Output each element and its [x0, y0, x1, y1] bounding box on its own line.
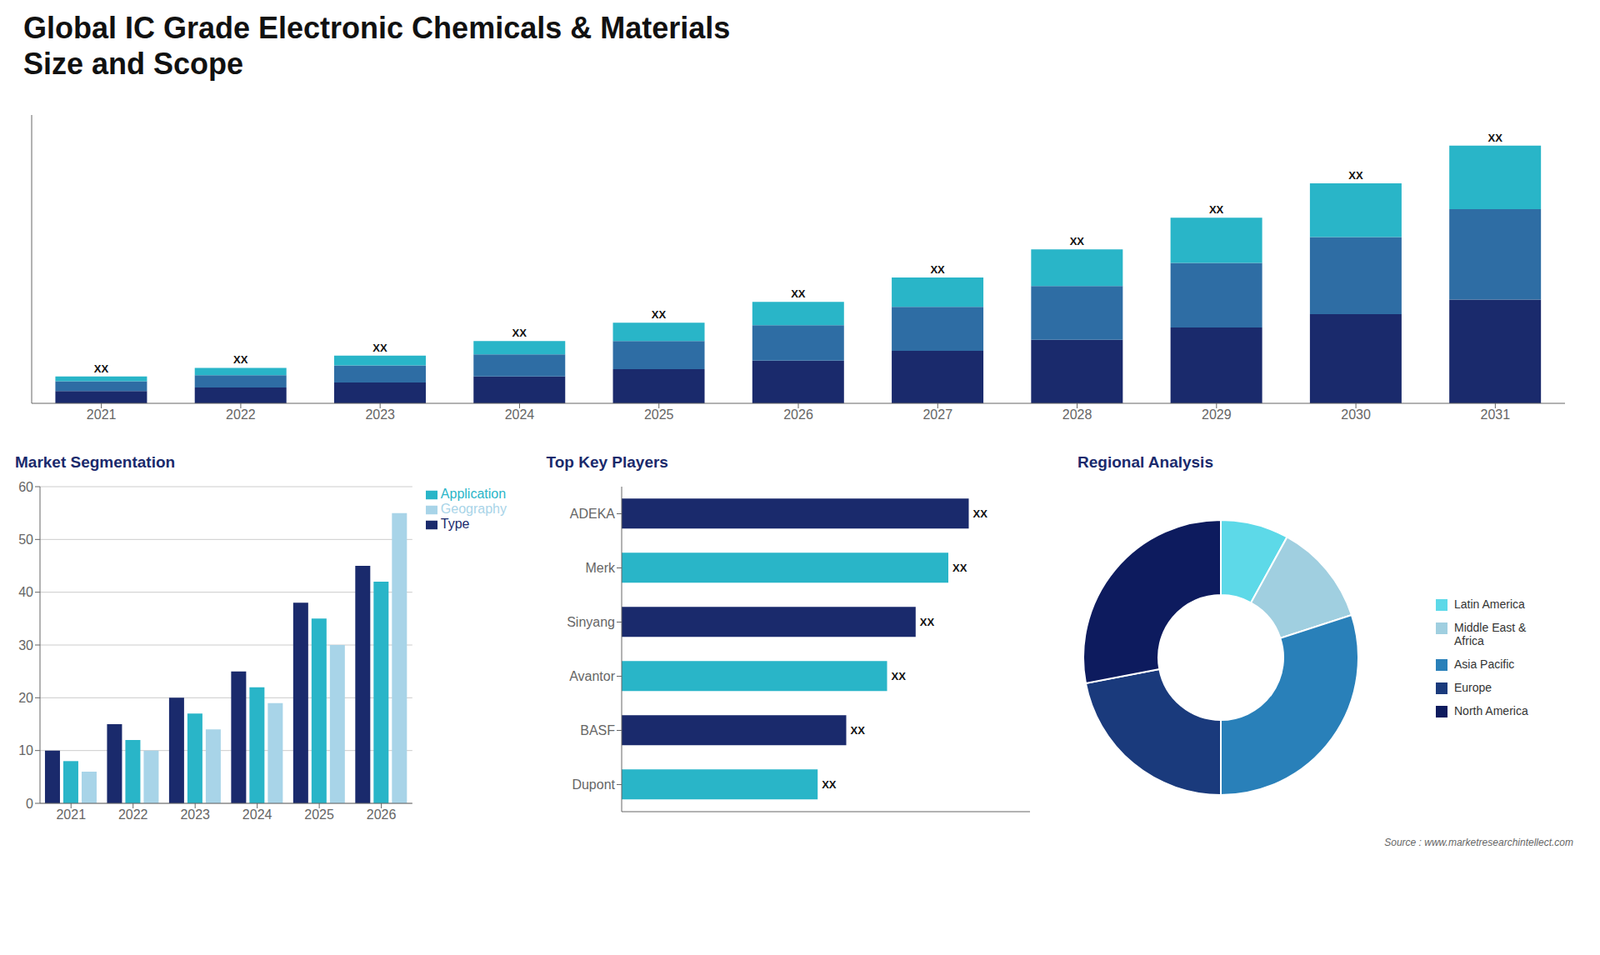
svg-text:XX: XX	[972, 507, 988, 520]
svg-text:XX: XX	[512, 327, 528, 340]
svg-text:XX: XX	[821, 778, 837, 791]
svg-text:XX: XX	[890, 670, 906, 683]
svg-text:10: 10	[18, 744, 34, 759]
svg-text:XX: XX	[651, 309, 667, 322]
svg-text:XX: XX	[790, 288, 806, 301]
svg-text:Dupont: Dupont	[571, 778, 615, 793]
svg-text:2030: 2030	[1340, 408, 1371, 423]
svg-text:2024: 2024	[242, 808, 273, 823]
svg-text:30: 30	[18, 638, 34, 653]
svg-text:XX: XX	[233, 354, 249, 367]
svg-text:XX: XX	[94, 362, 110, 375]
svg-text:XX: XX	[850, 724, 865, 737]
svg-text:2026: 2026	[366, 808, 397, 823]
html-text:Top Key Players: Top Key Players	[546, 453, 669, 472]
svg-text:2025: 2025	[304, 808, 335, 823]
svg-text:50: 50	[18, 532, 34, 547]
html-text:North America: North America	[1454, 704, 1529, 718]
svg-text:2022: 2022	[225, 408, 256, 423]
svg-text:2024: 2024	[505, 408, 535, 423]
html-text:Middle East & Africa: Middle East & Africa	[1454, 621, 1527, 648]
svg-text:2031: 2031	[1480, 408, 1511, 423]
html-text:Geography: Geography	[440, 502, 507, 517]
svg-text:2026: 2026	[783, 408, 814, 423]
html-text:Latin America: Latin America	[1454, 597, 1525, 612]
html-text:Global IC Grade Electronic Che: Global IC Grade Electronic Chemicals & M…	[23, 10, 731, 81]
html-text:Asia Pacific: Asia Pacific	[1454, 657, 1515, 672]
html-text:Source : www.marketresearchint: Source : www.marketresearchintellect.com	[1384, 837, 1574, 849]
html-text:Europe: Europe	[1454, 681, 1492, 695]
svg-text:40: 40	[18, 585, 34, 600]
svg-text:XX: XX	[952, 561, 968, 575]
html-text:Application: Application	[440, 487, 506, 502]
svg-text:Sinyang: Sinyang	[566, 615, 615, 630]
svg-text:2025: 2025	[644, 408, 675, 423]
svg-text:XX: XX	[1348, 169, 1364, 182]
svg-text:XX: XX	[930, 263, 945, 276]
svg-text:Merk: Merk	[585, 561, 616, 576]
svg-text:XX: XX	[919, 615, 935, 629]
svg-text:2023: 2023	[365, 408, 395, 423]
svg-text:2022: 2022	[118, 808, 149, 823]
svg-text:2023: 2023	[180, 808, 210, 823]
html-text:Market Segmentation: Market Segmentation	[15, 453, 176, 472]
svg-text:ADEKA: ADEKA	[569, 507, 615, 522]
svg-text:2028: 2028	[1062, 408, 1093, 423]
svg-text:60: 60	[18, 480, 34, 495]
svg-text:2029: 2029	[1201, 408, 1232, 423]
svg-text:Avantor: Avantor	[569, 670, 616, 685]
svg-text:XX: XX	[1209, 204, 1225, 217]
svg-text:2021: 2021	[86, 408, 117, 423]
svg-text:0: 0	[25, 796, 34, 811]
html-text:Regional Analysis: Regional Analysis	[1077, 453, 1214, 472]
svg-text:XX: XX	[1487, 131, 1503, 145]
svg-text:XX: XX	[1070, 235, 1085, 249]
svg-text:2021: 2021	[55, 808, 86, 823]
svg-text:2027: 2027	[922, 408, 953, 423]
html-text:Type: Type	[440, 517, 470, 532]
svg-text:XX: XX	[372, 341, 388, 355]
svg-text:BASF: BASF	[580, 724, 615, 739]
svg-text:20: 20	[18, 690, 34, 705]
